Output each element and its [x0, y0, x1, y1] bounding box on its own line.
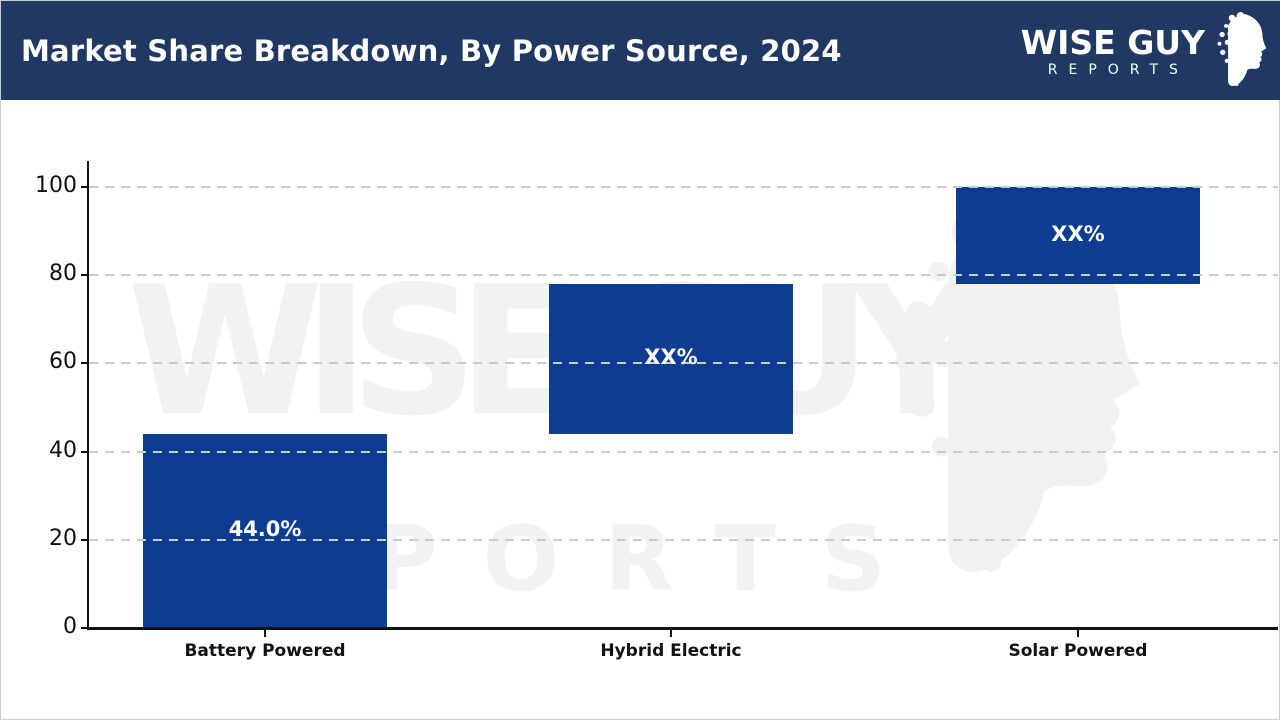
y-tickmark-80	[81, 274, 89, 277]
y-axis-spine	[87, 161, 89, 630]
logo-wordmark: WISE GUY	[1020, 22, 1205, 62]
gridline-100	[89, 186, 1278, 188]
logo-text: WISE GUY REPORTS	[1021, 26, 1205, 77]
bar-battery-powered	[143, 433, 387, 628]
logo-subtext: REPORTS	[1047, 61, 1189, 78]
y-tick-label-20: 20	[49, 525, 77, 551]
chart-title: Market Share Breakdown, By Power Source,…	[21, 33, 842, 68]
y-tick-label-0: 0	[63, 614, 77, 639]
x-tickmark-battery-powered	[264, 629, 266, 637]
watermark-wordmark: WISE GUY	[127, 248, 981, 455]
x-tickmark-solar-powered	[1077, 629, 1079, 637]
gridline-60	[89, 362, 1278, 365]
x-axis-spine	[87, 627, 1278, 630]
bar-value-label-hybrid-electric: XX%	[644, 344, 698, 369]
y-tickmark-0	[81, 627, 89, 629]
gridline-40	[89, 450, 1278, 453]
logo-face-icon	[1201, 11, 1267, 91]
y-tickmark-60	[81, 362, 89, 365]
gridline-80	[89, 274, 1278, 277]
y-tick-label-100: 100	[35, 173, 77, 198]
gridline-20	[89, 538, 1278, 541]
wiseguy-logo: WISE GUY REPORTS	[1021, 6, 1267, 96]
y-tick-label-80: 80	[49, 261, 77, 287]
y-tick-label-40: 40	[49, 437, 77, 463]
y-tickmark-40	[81, 450, 89, 453]
y-tick-label-60: 60	[49, 349, 77, 375]
bar-value-label-solar-powered: XX%	[1051, 221, 1105, 246]
header: Market Share Breakdown, By Power Source,…	[1, 1, 1280, 100]
x-tick-label-battery-powered: Battery Powered	[184, 641, 346, 661]
x-tick-label-hybrid-electric: Hybrid Electric	[600, 641, 742, 661]
bar-hybrid-electric	[549, 284, 793, 434]
y-tickmark-20	[81, 538, 89, 541]
x-tickmark-hybrid-electric	[670, 629, 672, 637]
x-tick-label-solar-powered: Solar Powered	[1008, 641, 1148, 661]
y-tickmark-100	[81, 186, 89, 188]
bar-value-label-battery-powered: 44.0%	[228, 516, 302, 541]
